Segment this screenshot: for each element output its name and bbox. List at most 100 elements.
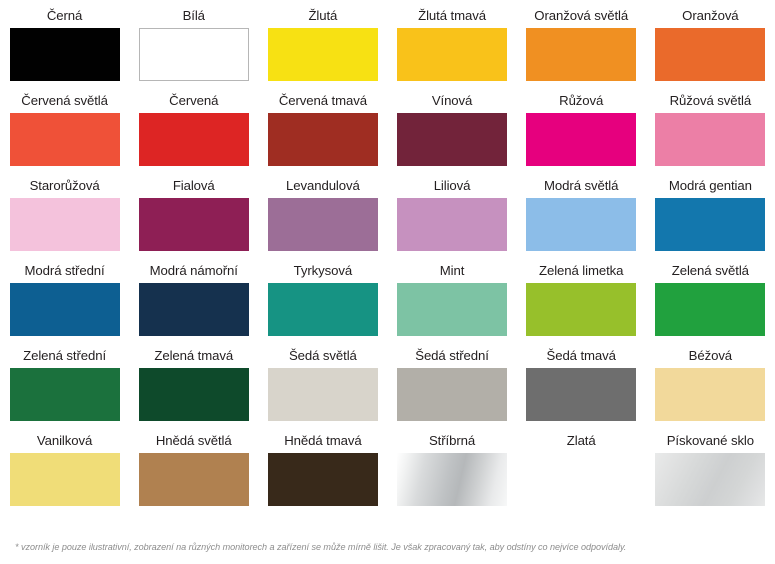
swatch-chip: [138, 368, 249, 421]
swatch-chip: [526, 368, 637, 421]
swatch-cell: Liliová: [387, 170, 516, 255]
swatch-cell: Růžová: [517, 85, 646, 170]
swatch-cell: Růžová světlá: [646, 85, 775, 170]
swatch-cell: Žlutá: [258, 0, 387, 85]
swatch-chip: [267, 283, 378, 336]
swatch-cell: Stříbrná: [387, 425, 516, 510]
swatch-label: Fialová: [172, 178, 215, 193]
swatch-label: Zelená tmavá: [154, 348, 234, 363]
swatch-cell: Hnědá světlá: [129, 425, 258, 510]
swatch-chip: [138, 283, 249, 336]
swatch-chip: [267, 368, 378, 421]
swatch-chip: [267, 28, 378, 81]
swatch-chip: [267, 198, 378, 251]
swatch-label: Vanilková: [36, 433, 93, 448]
swatch-cell: Pískované sklo: [646, 425, 775, 510]
swatch-chip: [526, 453, 636, 506]
swatch-chip: [526, 113, 637, 166]
swatch-label: Žlutá tmavá: [418, 8, 486, 23]
swatch-chip: [526, 198, 637, 251]
swatch-chip: [267, 113, 378, 166]
swatch-label: Pískované sklo: [666, 433, 754, 448]
swatch-cell: Zelená světlá: [646, 255, 775, 340]
swatch-cell: Oranžová: [646, 0, 775, 85]
swatch-label: Červená tmavá: [278, 93, 367, 108]
swatch-chip: [138, 28, 249, 81]
swatch-chip: [138, 453, 249, 506]
swatch-label: Levandulová: [286, 178, 360, 193]
swatch-cell: Zelená tmavá: [129, 340, 258, 425]
swatch-cell: Hnědá tmavá: [258, 425, 387, 510]
swatch-chip: [138, 113, 249, 166]
swatch-chip: [397, 198, 508, 251]
swatch-label: Béžová: [688, 348, 733, 363]
swatch-chip: [655, 368, 766, 421]
swatch-cell: Červená světlá: [0, 85, 129, 170]
swatch-cell: Modrá gentian: [646, 170, 775, 255]
swatch-cell: Šedá světlá: [258, 340, 387, 425]
swatch-label: Stříbrná: [428, 433, 476, 448]
swatch-label: Zelená limetka: [539, 263, 624, 278]
swatch-chip: [397, 368, 508, 421]
swatch-label: Růžová: [559, 93, 604, 108]
swatch-cell: Zelená limetka: [517, 255, 646, 340]
swatch-label: Oranžová světlá: [534, 8, 629, 23]
swatch-label: Modrá světlá: [544, 178, 619, 193]
swatch-chip: [397, 113, 508, 166]
swatch-chip: [9, 198, 120, 251]
swatch-cell: Tyrkysová: [258, 255, 387, 340]
swatch-chip: [9, 28, 120, 81]
swatch-chip: [655, 453, 766, 506]
swatch-chip: [526, 28, 637, 81]
footnote-disclaimer: * vzorník je pouze ilustrativní, zobraze…: [15, 542, 627, 552]
swatch-label: Zelená střední: [23, 348, 107, 363]
swatch-cell: Černá: [0, 0, 129, 85]
swatch-cell: Zelená střední: [0, 340, 129, 425]
swatch-label: Hnědá tmavá: [284, 433, 362, 448]
swatch-cell: Šedá tmavá: [517, 340, 646, 425]
swatch-label: Černá: [46, 8, 83, 23]
swatch-label: Hnědá světlá: [155, 433, 232, 448]
swatch-label: Růžová světlá: [669, 93, 752, 108]
swatch-cell: Červená: [129, 85, 258, 170]
swatch-label: Červená světlá: [21, 93, 108, 108]
swatch-cell: Vanilková: [0, 425, 129, 510]
swatch-label: Šedá tmavá: [546, 348, 616, 363]
swatch-label: Šedá světlá: [288, 348, 357, 363]
swatch-cell: Mint: [387, 255, 516, 340]
swatch-chip: [397, 28, 508, 81]
swatch-cell: Žlutá tmavá: [387, 0, 516, 85]
swatch-chip: [397, 453, 508, 506]
swatch-chip: [655, 283, 766, 336]
swatch-cell: Vínová: [387, 85, 516, 170]
swatch-label: Vínová: [431, 93, 473, 108]
swatch-label: Žlutá: [308, 8, 338, 23]
swatch-chip: [9, 113, 120, 166]
swatch-label: Modrá námořní: [149, 263, 238, 278]
swatch-cell: Zlatá: [517, 425, 646, 510]
swatch-label: Zlatá: [566, 433, 596, 448]
swatch-label: Starorůžová: [29, 178, 100, 193]
swatch-label: Mint: [439, 263, 465, 278]
swatch-label: Liliová: [433, 178, 471, 193]
swatch-chip: [9, 283, 120, 336]
swatch-label: Modrá střední: [24, 263, 105, 278]
swatch-chip: [267, 453, 378, 506]
swatch-chip: [397, 283, 508, 336]
swatch-cell: Starorůžová: [0, 170, 129, 255]
swatch-label: Tyrkysová: [293, 263, 353, 278]
swatch-label: Šedá střední: [415, 348, 489, 363]
swatch-cell: Levandulová: [258, 170, 387, 255]
swatch-cell: Červená tmavá: [258, 85, 387, 170]
swatch-cell: Modrá střední: [0, 255, 129, 340]
swatch-cell: Šedá střední: [387, 340, 516, 425]
swatch-label: Modrá gentian: [668, 178, 752, 193]
swatch-cell: Fialová: [129, 170, 258, 255]
swatch-label: Červená: [169, 93, 219, 108]
swatch-chip: [9, 368, 120, 421]
swatch-cell: Modrá námořní: [129, 255, 258, 340]
swatch-chip: [655, 198, 766, 251]
swatch-cell: Modrá světlá: [517, 170, 646, 255]
color-swatch-grid: Černá Bílá Žlutá Žlutá tmavá Oranžová světlá…: [0, 0, 775, 510]
